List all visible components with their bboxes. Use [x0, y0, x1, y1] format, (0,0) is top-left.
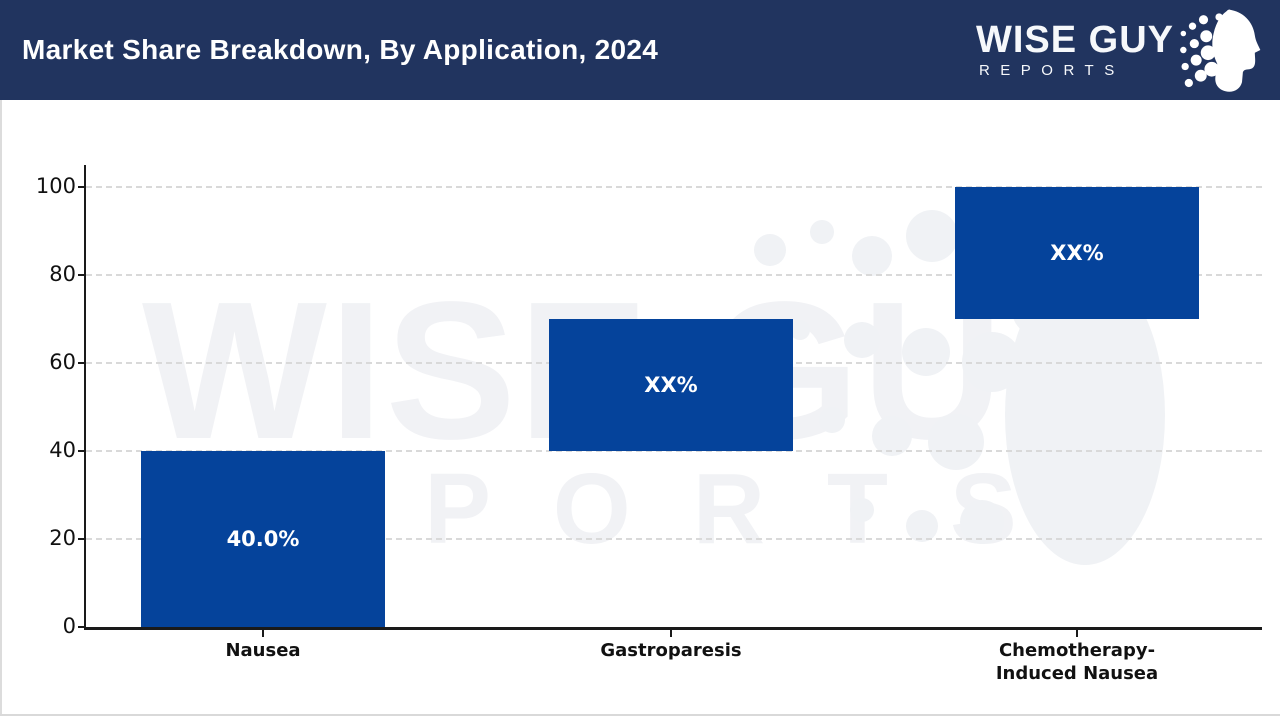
logo-wordmark: WISE GUY — [975, 19, 1174, 61]
x-category-label: Nausea — [225, 640, 301, 661]
wiseguy-logo: WISE GUY REPORTS — [976, 6, 1264, 94]
logo-subtext: REPORTS — [978, 62, 1125, 79]
bar-segment: XX% — [955, 187, 1199, 319]
x-axis-line — [84, 627, 1262, 630]
x-axis-tick — [670, 630, 672, 637]
y-axis-tick — [78, 538, 86, 540]
x-category-label: Gastroparesis — [600, 640, 742, 661]
logo-text: WISE GUY REPORTS — [976, 21, 1174, 79]
gridline — [86, 450, 1262, 452]
y-axis-tick — [78, 186, 86, 188]
bar-segment: 40.0% — [141, 451, 385, 627]
left-border — [0, 100, 2, 716]
header-bar: Market Share Breakdown, By Application, … — [0, 0, 1280, 100]
watermark-face-icon — [754, 210, 1165, 565]
y-tick-label: 80 — [49, 262, 76, 286]
bar-value-label: XX% — [1050, 241, 1104, 265]
x-category-label: Chemotherapy- Induced Nausea — [995, 640, 1159, 684]
face-profile-logo-icon — [1180, 9, 1261, 92]
bar-value-label: 40.0% — [226, 527, 300, 551]
y-axis-tick — [78, 362, 86, 364]
bar-value-label: XX% — [644, 373, 698, 397]
gridline — [86, 538, 1262, 540]
y-tick-label: 60 — [49, 350, 76, 374]
y-axis-tick — [78, 274, 86, 276]
y-axis-tick — [78, 626, 86, 628]
x-axis-tick — [1076, 630, 1078, 637]
x-axis-tick — [262, 630, 264, 637]
bar-segment: XX% — [549, 319, 793, 451]
gridline — [86, 274, 1262, 276]
y-tick-label: 0 — [62, 614, 76, 638]
y-tick-label: 40 — [49, 438, 76, 462]
y-axis-line — [84, 165, 86, 630]
bottom-border — [0, 714, 1280, 716]
y-tick-label: 100 — [35, 174, 76, 198]
gridline — [86, 186, 1262, 188]
page-title: Market Share Breakdown, By Application, … — [22, 34, 659, 65]
y-tick-label: 20 — [49, 526, 76, 550]
y-axis-tick — [78, 450, 86, 452]
